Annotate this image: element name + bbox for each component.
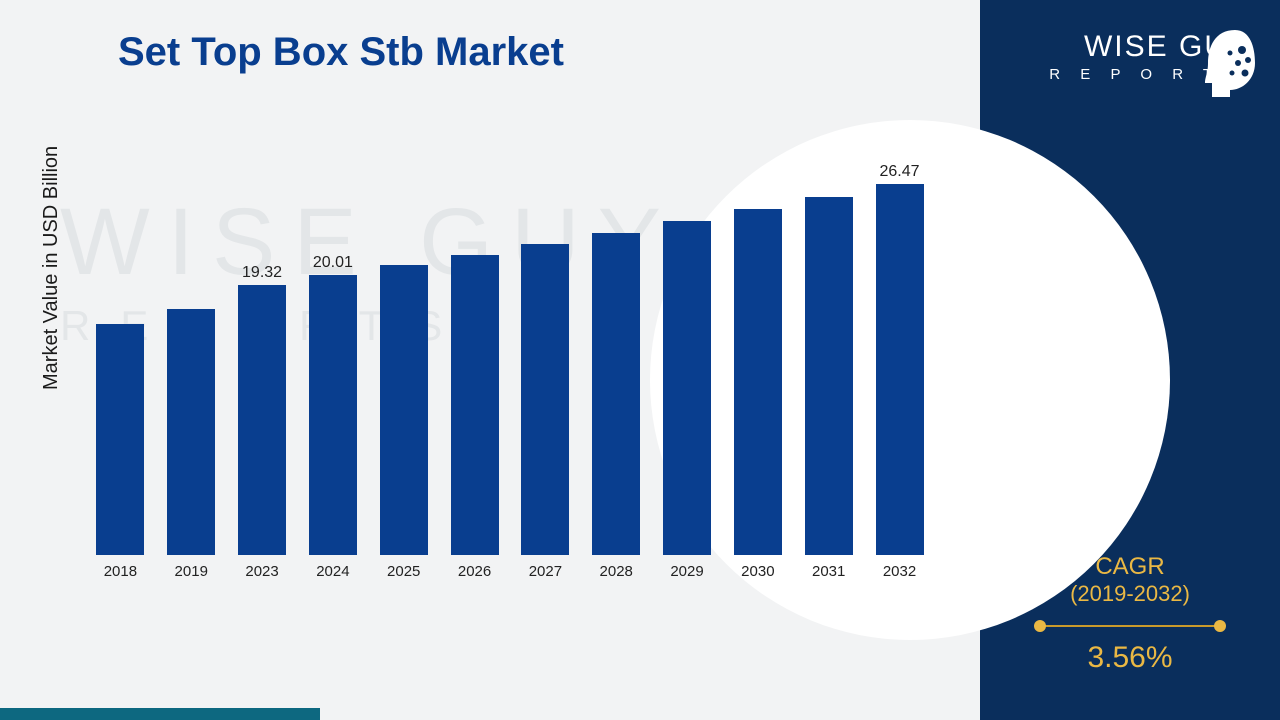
cagr-period: (2019-2032) bbox=[1010, 581, 1250, 607]
bar bbox=[805, 197, 853, 555]
cagr-value: 3.56% bbox=[1010, 641, 1250, 675]
bar-group: 2025 bbox=[378, 265, 429, 580]
bar bbox=[238, 285, 286, 555]
cagr-divider bbox=[1040, 625, 1220, 627]
plot-area: 2018201919.32202320.01202420252026202720… bbox=[95, 160, 925, 580]
bar bbox=[451, 255, 499, 555]
bar-group: 2019 bbox=[166, 309, 217, 580]
brand-logo: WISE GUY R E P O R T S bbox=[1049, 30, 1250, 83]
x-tick-label: 2023 bbox=[245, 563, 278, 580]
bar bbox=[592, 233, 640, 555]
x-tick-label: 2024 bbox=[316, 563, 349, 580]
bar-group: 2030 bbox=[732, 209, 783, 580]
bar-group: 20.012024 bbox=[307, 275, 358, 580]
bar-group: 2026 bbox=[449, 255, 500, 580]
x-tick-label: 2028 bbox=[600, 563, 633, 580]
x-tick-label: 2031 bbox=[812, 563, 845, 580]
cagr-label: CAGR bbox=[1010, 553, 1250, 581]
bar-value-label: 26.47 bbox=[879, 163, 919, 181]
bar bbox=[96, 324, 144, 555]
bar bbox=[663, 221, 711, 555]
bar-group: 26.472032 bbox=[874, 184, 925, 580]
bar-group: 2027 bbox=[520, 244, 571, 580]
bar-value-label: 20.01 bbox=[313, 254, 353, 272]
x-tick-label: 2025 bbox=[387, 563, 420, 580]
bar-group: 2029 bbox=[662, 221, 713, 580]
cagr-block: CAGR (2019-2032) 3.56% bbox=[1010, 553, 1250, 675]
bar bbox=[167, 309, 215, 555]
bar-group: 19.322023 bbox=[237, 285, 288, 580]
bar bbox=[876, 184, 924, 555]
bar-chart: Market Value in USD Billion 2018201919.3… bbox=[50, 160, 930, 620]
x-tick-label: 2026 bbox=[458, 563, 491, 580]
brain-head-icon bbox=[1200, 25, 1270, 105]
bar bbox=[734, 209, 782, 555]
bar-group: 2031 bbox=[803, 197, 854, 580]
x-tick-label: 2019 bbox=[175, 563, 208, 580]
bar bbox=[380, 265, 428, 555]
dot-icon bbox=[1034, 620, 1046, 632]
bar-group: 2018 bbox=[95, 324, 146, 580]
bottom-accent-bar bbox=[0, 708, 320, 720]
bar bbox=[521, 244, 569, 555]
x-tick-label: 2032 bbox=[883, 563, 916, 580]
chart-title: Set Top Box Stb Market bbox=[118, 30, 564, 75]
x-tick-label: 2018 bbox=[104, 563, 137, 580]
x-tick-label: 2027 bbox=[529, 563, 562, 580]
bar-group: 2028 bbox=[591, 233, 642, 580]
bar-value-label: 19.32 bbox=[242, 264, 282, 282]
dot-icon bbox=[1214, 620, 1226, 632]
x-tick-label: 2030 bbox=[741, 563, 774, 580]
x-tick-label: 2029 bbox=[670, 563, 703, 580]
y-axis-label: Market Value in USD Billion bbox=[40, 146, 63, 390]
bar bbox=[309, 275, 357, 555]
